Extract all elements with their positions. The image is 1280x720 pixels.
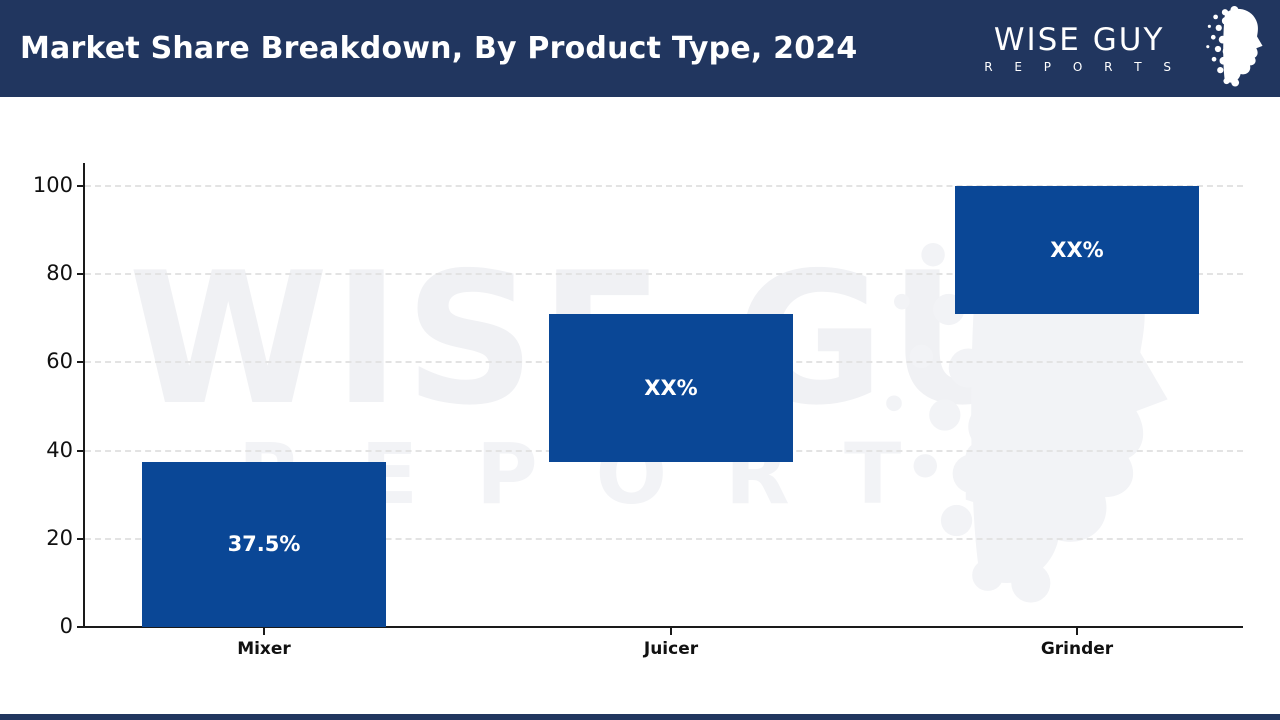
gridline-20	[85, 537, 1243, 540]
logo-face-icon	[1206, 5, 1263, 87]
x-tick-grinder	[1076, 628, 1078, 635]
chart-title: Market Share Breakdown, By Product Type,…	[20, 31, 858, 66]
logo-wordmark: WISE GUY	[993, 21, 1165, 58]
x-tick-label-juicer: Juicer	[643, 639, 699, 659]
bar-mixer: 37.5%	[142, 461, 386, 627]
y-tick-40	[77, 449, 85, 452]
y-tick-label-20: 20	[46, 525, 73, 550]
x-axis-line	[83, 626, 1243, 628]
y-tick-label-40: 40	[46, 437, 73, 462]
logo-subtext: R E P O R T S	[984, 59, 1180, 74]
y-tick-label-80: 80	[46, 261, 73, 286]
bar-value-label-grinder: XX%	[1050, 237, 1104, 262]
x-tick-juicer	[670, 628, 672, 635]
y-tick-label-60: 60	[46, 349, 73, 374]
y-axis-line	[83, 163, 85, 628]
x-tick-label-mixer: Mixer	[237, 639, 291, 659]
y-tick-80	[77, 273, 85, 276]
bar-value-label-juicer: XX%	[644, 375, 698, 400]
y-tick-label-0: 0	[59, 614, 73, 638]
bar-value-label-mixer: 37.5%	[227, 532, 301, 557]
x-tick-mixer	[263, 628, 265, 635]
footer-bar	[0, 714, 1280, 720]
y-tick-label-100: 100	[32, 173, 73, 197]
logo-text: WISE GUY R E P O R T S	[978, 21, 1180, 74]
wiseguy-logo: WISE GUY R E P O R T S	[978, 5, 1266, 92]
x-tick-label-grinder: Grinder	[1040, 639, 1114, 659]
gridline-100	[85, 185, 1243, 187]
y-tick-0	[77, 626, 85, 628]
y-tick-20	[77, 537, 85, 540]
gridline-80	[85, 273, 1243, 276]
bar-juicer: XX%	[549, 313, 793, 462]
header: Market Share Breakdown, By Product Type,…	[0, 0, 1280, 97]
y-tick-60	[77, 361, 85, 364]
bar-grinder: XX%	[955, 186, 1199, 314]
y-tick-100	[77, 185, 85, 187]
